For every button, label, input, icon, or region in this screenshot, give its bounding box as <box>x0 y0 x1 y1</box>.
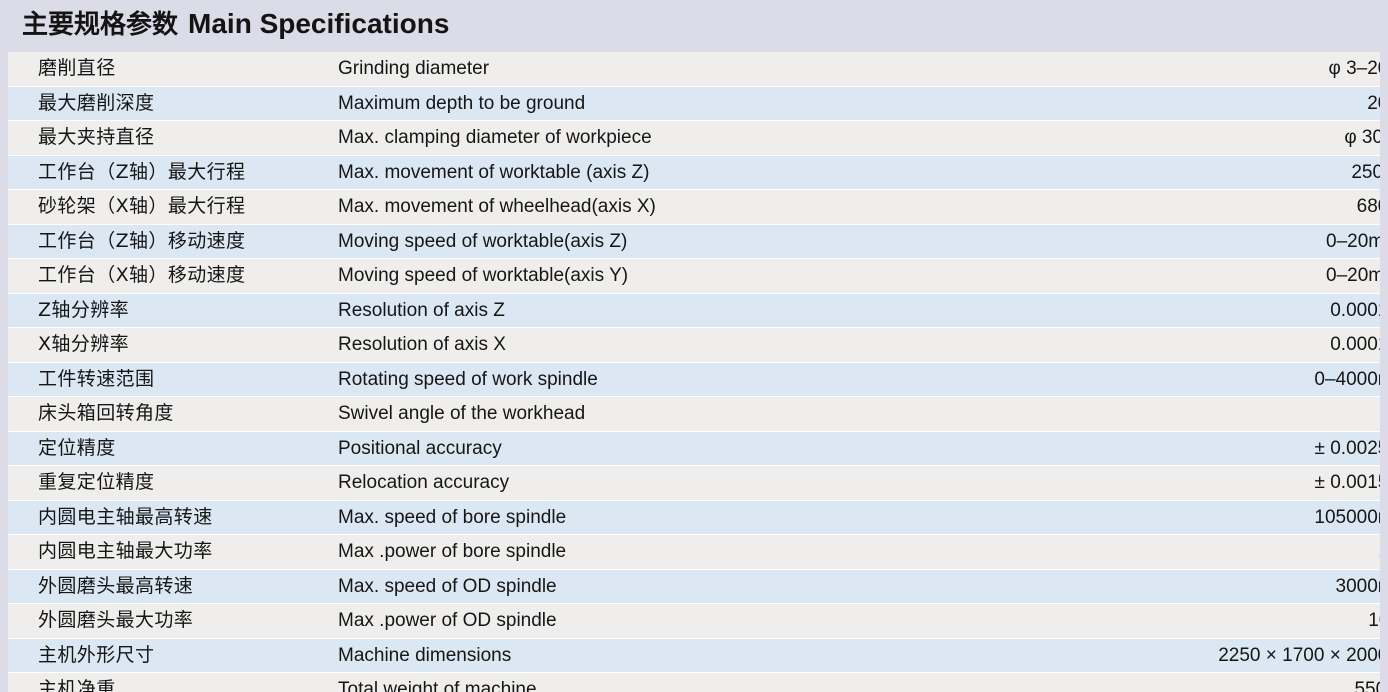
spec-name-cn: 最大夹持直径 <box>8 120 328 155</box>
spec-value: 20mm <box>1038 86 1380 121</box>
spec-value: ± 0.0025mm <box>1038 431 1380 466</box>
table-row: 工件转速范围 Rotating speed of work spindle 0–40… <box>8 362 1380 397</box>
spec-name-en: Max. movement of wheelhead(axis X) <box>328 189 1038 224</box>
spec-name-en: Relocation accuracy <box>328 465 1038 500</box>
page-header: 主要规格参数 Main Specifications <box>0 0 1388 48</box>
spec-value: 2250 × 1700 × 2000mm <box>1038 638 1380 673</box>
spec-name-en: Max. speed of OD spindle <box>328 569 1038 604</box>
spec-name-cn: 磨削直径 <box>8 52 328 86</box>
table-row: 内圆电主轴最高转速 Max. speed of bore spindle 10500… <box>8 500 1380 535</box>
spec-value: 105000r/min <box>1038 500 1380 535</box>
spec-name-en: Rotating speed of work spindle <box>328 362 1038 397</box>
spec-value: 10KW <box>1038 603 1380 638</box>
spec-name-en: Resolution of axis X <box>328 327 1038 362</box>
page-title: 主要规格参数 Main Specifications <box>22 8 450 40</box>
spec-name-en: Total weight of machine <box>328 672 1038 692</box>
spec-name-cn: 定位精度 <box>8 431 328 466</box>
spec-name-cn: 砂轮架（X轴）最大行程 <box>8 189 328 224</box>
spec-name-en: Positional accuracy <box>328 431 1038 466</box>
spec-name-cn: 外圆磨头最高转速 <box>8 569 328 604</box>
spec-name-en: Machine dimensions <box>328 638 1038 673</box>
spec-name-cn: 工作台（Z轴）最大行程 <box>8 155 328 190</box>
spec-name-en: Max. clamping diameter of workpiece <box>328 120 1038 155</box>
spec-name-cn: X轴分辨率 <box>8 327 328 362</box>
spec-value: 2KW <box>1038 534 1380 569</box>
table-row: 工作台（Z轴）移动速度 Moving speed of worktable(axi… <box>8 224 1380 259</box>
spec-name-cn: 主机净重 <box>8 672 328 692</box>
spec-value: 0–20m/min <box>1038 258 1380 293</box>
spec-name-en: Maximum depth to be ground <box>328 86 1038 121</box>
spec-name-en: Moving speed of worktable(axis Y) <box>328 258 1038 293</box>
spec-value: φ 30 mm <box>1038 120 1380 155</box>
spec-value: 0–4000r/min <box>1038 362 1380 397</box>
table-row: 主机外形尺寸 Machine dimensions 2250 × 1700 × 20… <box>8 638 1380 673</box>
spec-value: 0–20m/min <box>1038 224 1380 259</box>
spec-value: 0.0001mm <box>1038 293 1380 328</box>
page-title-cn: 主要规格参数 <box>22 10 179 40</box>
spec-name-en: Resolution of axis Z <box>328 293 1038 328</box>
table-row: 工作台（X轴）移动速度 Moving speed of worktable(axi… <box>8 258 1380 293</box>
spec-name-cn: 工作台（Z轴）移动速度 <box>8 224 328 259</box>
table-row: 工作台（Z轴）最大行程 Max. movement of worktable (a… <box>8 155 1380 190</box>
spec-name-cn: 内圆电主轴最高转速 <box>8 500 328 535</box>
spec-value: φ 3–20mm <box>1038 52 1380 86</box>
spec-name-cn: 工作台（X轴）移动速度 <box>8 258 328 293</box>
spec-name-en: Moving speed of worktable(axis Z) <box>328 224 1038 259</box>
spec-name-cn: 床头箱回转角度 <box>8 396 328 431</box>
spec-name-cn: 最大磨削深度 <box>8 86 328 121</box>
spec-name-cn: 内圆电主轴最大功率 <box>8 534 328 569</box>
spec-value: ± 0.0015mm <box>1038 465 1380 500</box>
spec-name-en: Swivel angle of the workhead <box>328 396 1038 431</box>
spec-name-en: Max. speed of bore spindle <box>328 500 1038 535</box>
spec-name-en: Grinding diameter <box>328 52 1038 86</box>
spec-name-en: Max. movement of worktable (axis Z) <box>328 155 1038 190</box>
spec-value: 250 mm <box>1038 155 1380 190</box>
spec-name-cn: 工件转速范围 <box>8 362 328 397</box>
spec-value: 3000r/min <box>1038 569 1380 604</box>
spec-name-en: Max .power of OD spindle <box>328 603 1038 638</box>
spec-value: 0.0001mm <box>1038 327 1380 362</box>
spec-name-cn: 重复定位精度 <box>8 465 328 500</box>
page-title-en: Main Specifications <box>188 8 450 39</box>
spec-name-cn: 外圆磨头最大功率 <box>8 603 328 638</box>
spec-name-cn: 主机外形尺寸 <box>8 638 328 673</box>
table-row: 最大夹持直径 Max. clamping diameter of workpiec… <box>8 120 1380 155</box>
spec-value: ± 1° <box>1038 396 1380 431</box>
spec-name-cn: Z轴分辨率 <box>8 293 328 328</box>
spec-name-en: Max .power of bore spindle <box>328 534 1038 569</box>
spec-value: 5500Kg <box>1038 672 1380 692</box>
spec-value: 680mm <box>1038 189 1380 224</box>
table-row: 砂轮架（X轴）最大行程 Max. movement of wheelhead(ax… <box>8 189 1380 224</box>
